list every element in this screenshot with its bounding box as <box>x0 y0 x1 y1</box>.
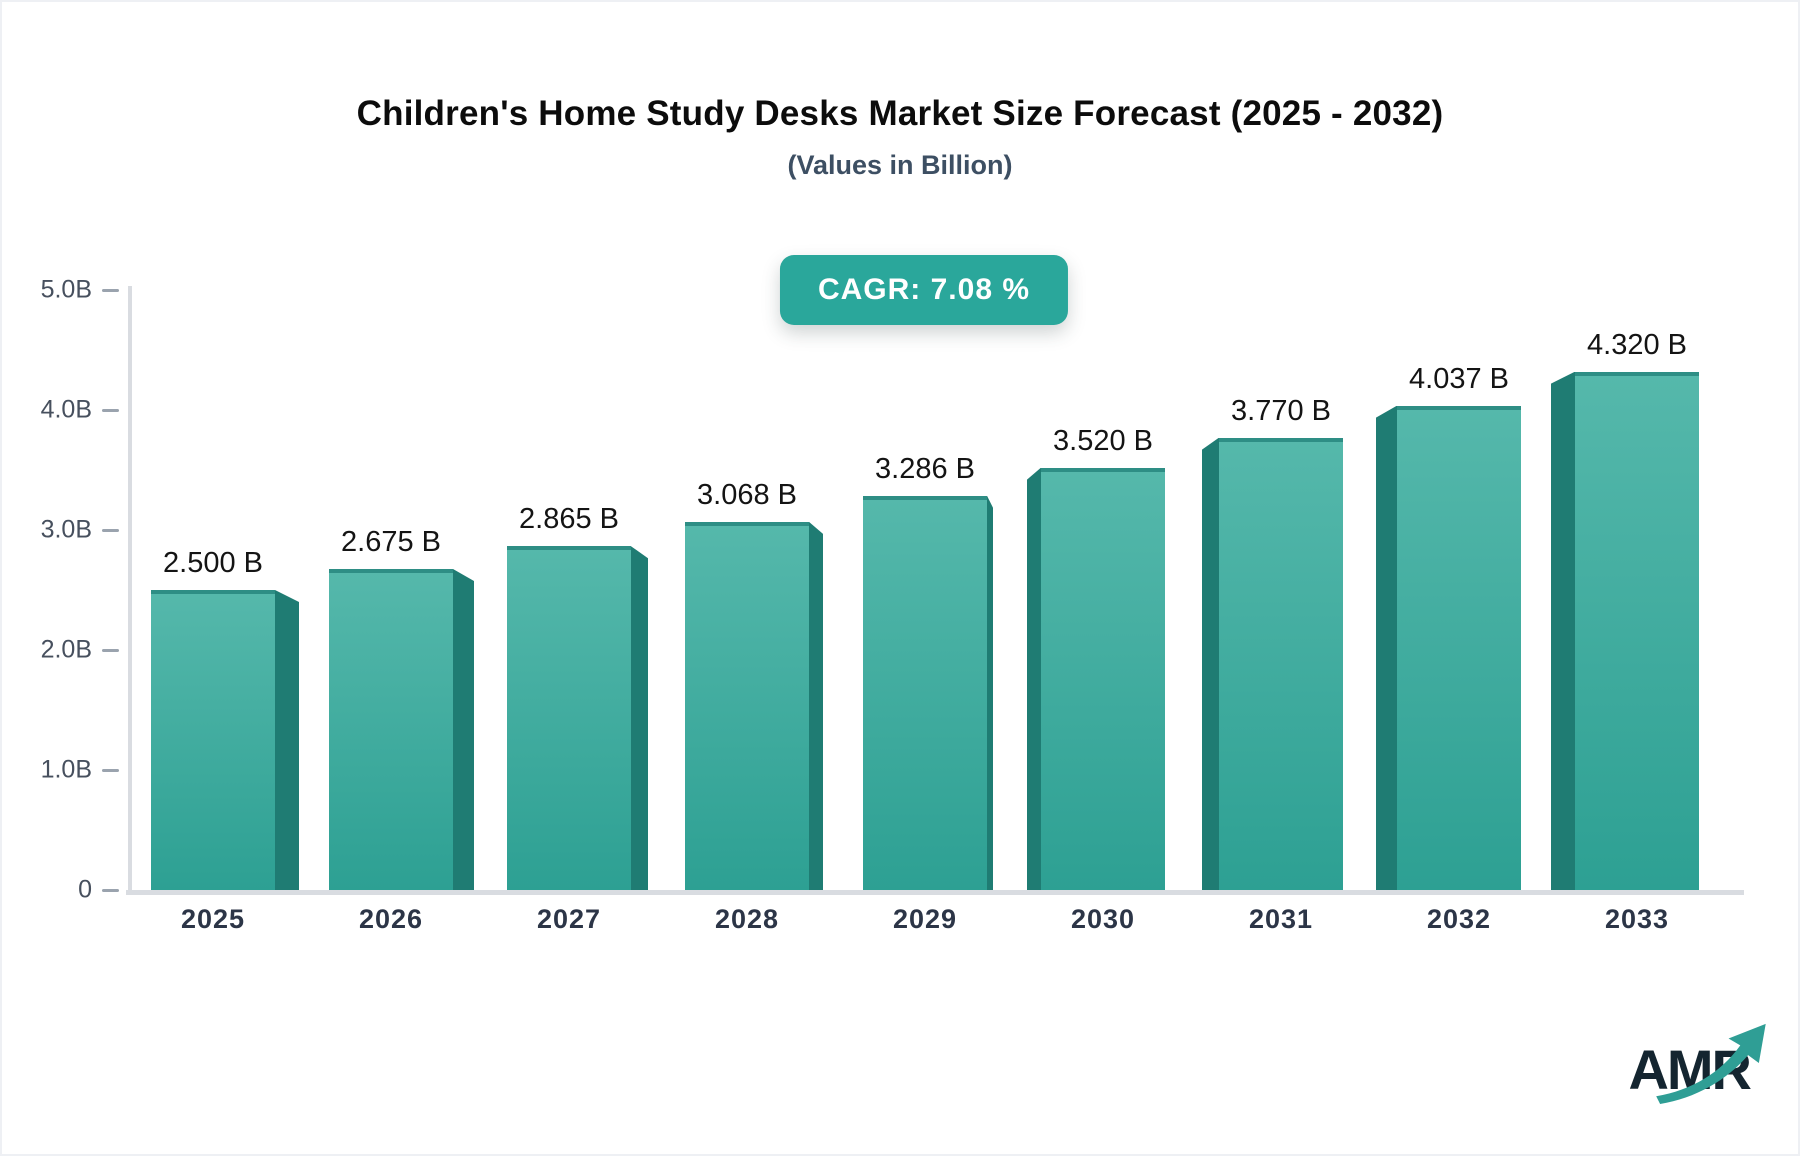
y-axis-tick-label: 4.0B <box>40 395 92 424</box>
y-axis-tick-label: 3.0B <box>40 515 92 544</box>
bar-2028 <box>685 521 809 890</box>
bar-value-label: 3.068 B <box>697 478 797 511</box>
bar-2029 <box>863 495 987 890</box>
bar-value-label: 3.286 B <box>875 452 975 485</box>
bar-side-face <box>1376 405 1397 890</box>
bar-side-face <box>1551 371 1575 890</box>
y-axis-tick <box>102 408 119 412</box>
x-axis-label-2029: 2029 <box>892 904 958 934</box>
bar-2032 <box>1397 405 1521 890</box>
bar-2025 <box>151 590 275 890</box>
bar-side-face <box>1027 467 1041 890</box>
bar-value-label: 2.675 B <box>341 526 441 558</box>
bar-side-face <box>809 521 823 890</box>
bar-side-face <box>1202 437 1219 890</box>
bar-value-label: 3.770 B <box>1231 394 1331 427</box>
chart-title: Children's Home Study Desks Market Size … <box>356 94 1444 133</box>
bar-2026 <box>329 569 453 890</box>
x-axis-label-2031: 2031 <box>1248 904 1314 934</box>
y-axis-tick <box>102 288 119 292</box>
bar-value-label: 4.037 B <box>1409 362 1509 395</box>
chart-subtitle: (Values in Billion) <box>787 150 1013 180</box>
x-axis-label-2033: 2033 <box>1604 904 1670 934</box>
cagr-badge: CAGR: 7.08 % <box>779 255 1069 325</box>
y-axis-tick-label: 1.0B <box>40 755 92 784</box>
y-axis-tick <box>102 888 119 892</box>
y-axis-tick-label: 5.0B <box>40 275 92 304</box>
y-axis-tick <box>102 768 119 772</box>
x-axis-label-2028: 2028 <box>714 904 780 934</box>
bar-2030 <box>1041 467 1165 890</box>
x-axis-label-2030: 2030 <box>1070 904 1136 934</box>
amr-logo: AMR <box>1628 1023 1766 1105</box>
bar-value-label: 3.520 B <box>1053 424 1153 457</box>
y-axis-tick-label: 0 <box>78 875 92 904</box>
bar-value-label: 4.320 B <box>1587 328 1687 361</box>
bar-side-face <box>631 546 648 890</box>
y-axis-tick-label: 2.0B <box>40 635 92 664</box>
bar-value-label: 2.500 B <box>163 547 263 579</box>
x-axis-label-2025: 2025 <box>180 904 246 934</box>
y-axis-tick <box>102 648 119 652</box>
y-axis-tick <box>102 528 119 532</box>
bar-value-label: 2.865 B <box>519 503 619 536</box>
plot-area: 5.0B 4.0B 3.0B 2.0B 1.0B 0 2.500 B 2025 2.675 B 2… <box>41 276 1744 934</box>
bar-2031 <box>1219 437 1343 890</box>
x-axis-label-2026: 2026 <box>358 904 424 934</box>
x-axis-label-2027: 2027 <box>536 904 602 934</box>
bar-2033 <box>1575 371 1699 890</box>
x-axis-label-2032: 2032 <box>1426 904 1492 934</box>
bar-2027 <box>507 546 631 890</box>
bar-side-face <box>453 569 474 890</box>
x-axis-line <box>126 890 1744 895</box>
bar-side-face <box>275 590 299 890</box>
y-axis-line <box>128 286 132 890</box>
bar-side-face <box>987 495 993 890</box>
trend-arrow-icon <box>1656 1023 1766 1105</box>
